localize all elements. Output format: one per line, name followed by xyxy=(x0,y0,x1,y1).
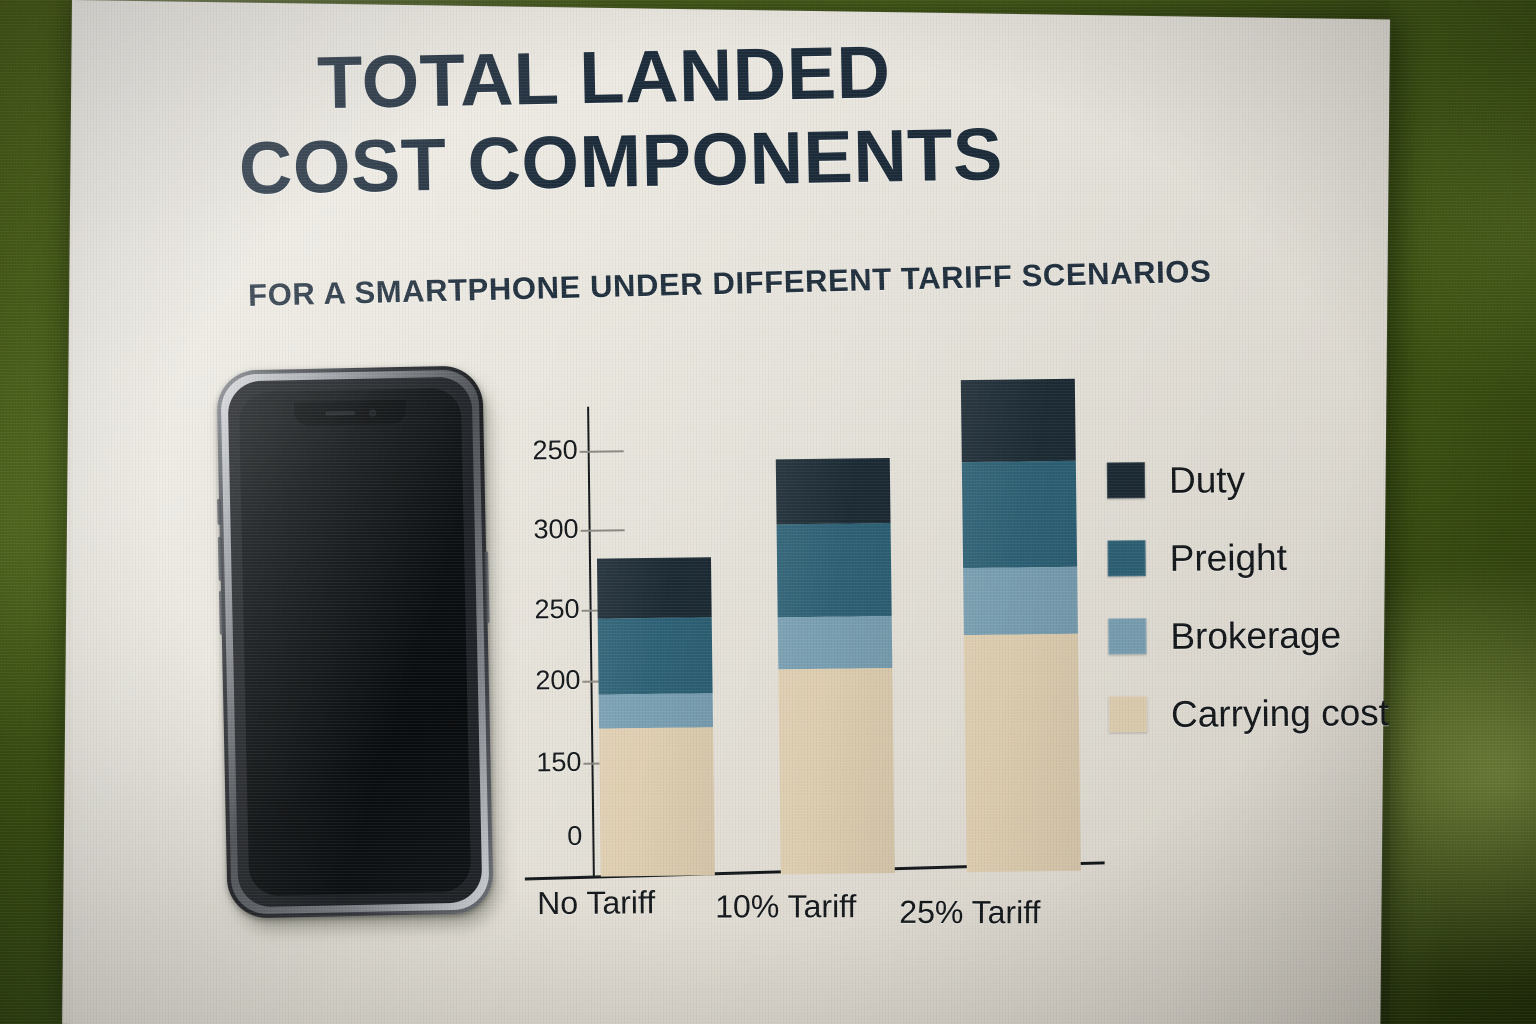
bar-segment-freight xyxy=(961,460,1078,569)
bar-segment-duty xyxy=(960,378,1076,463)
y-tick-label: 250 xyxy=(534,593,580,625)
bar-segment-carrying-cost xyxy=(599,727,715,877)
x-axis-labels: No Tariff 10% Tariff 25% Tariff xyxy=(515,878,1116,945)
phone-volume-up-button xyxy=(217,536,223,581)
phone-metal-rim xyxy=(220,369,490,915)
legend-swatch-carrying-cost xyxy=(1108,696,1148,733)
legend-item-duty[interactable]: Duty xyxy=(1106,439,1438,520)
legend-swatch-brokerage xyxy=(1108,618,1147,655)
poster-card-content: TOTAL LANDED COST COMPONENTS FOR A SMART… xyxy=(72,0,1390,1024)
bar-segment-brokerage xyxy=(963,566,1078,636)
phone-body xyxy=(216,365,494,919)
phone-screen xyxy=(238,387,472,897)
legend-label-brokerage: Brokerage xyxy=(1170,613,1342,657)
legend-item-brokerage[interactable]: Brokerage xyxy=(1108,595,1439,676)
bar-plot-area xyxy=(589,378,1115,877)
x-tick-label-10-tariff: 10% Tariff xyxy=(715,888,857,925)
bar-10-percent-tariff[interactable] xyxy=(775,458,895,875)
phone-bezel xyxy=(227,376,483,908)
bar-segment-brokerage xyxy=(777,616,893,670)
front-camera-icon xyxy=(368,409,376,417)
y-tick-label: 200 xyxy=(535,664,581,696)
y-tick-group-0: 250 xyxy=(499,435,577,466)
legend-swatch-freight xyxy=(1107,540,1146,577)
bar-no-tariff[interactable] xyxy=(596,557,715,877)
bar-segment-freight xyxy=(776,523,892,618)
legend-item-carrying-cost[interactable]: Carrying cost xyxy=(1108,673,1440,754)
bar-segment-duty xyxy=(775,458,891,525)
phone-silent-switch xyxy=(216,498,222,525)
legend-label-carrying-cost: Carrying cost xyxy=(1170,691,1390,735)
x-tick-label-no-tariff: No Tariff xyxy=(537,884,656,922)
page-title: TOTAL LANDED COST COMPONENTS xyxy=(238,22,1301,210)
y-tick-group-2: 250 xyxy=(501,594,579,625)
bar-segment-brokerage xyxy=(598,693,714,729)
y-tick-label: 150 xyxy=(536,746,582,778)
legend-item-freight[interactable]: Preight xyxy=(1107,517,1438,598)
earpiece-speaker-icon xyxy=(324,410,355,416)
page-subtitle: FOR A SMARTPHONE UNDER DIFFERENT TARIFF … xyxy=(247,253,1212,313)
bar-25-percent-tariff[interactable] xyxy=(960,378,1081,873)
y-tick-label: 0 xyxy=(567,820,583,852)
legend-label-duty: Duty xyxy=(1168,458,1246,501)
y-tick-group-4: 150 xyxy=(503,747,581,778)
smartphone-photo xyxy=(216,365,498,929)
y-tick-group-5: 0 xyxy=(504,821,582,851)
bar-segment-duty xyxy=(596,557,712,619)
poster-card: TOTAL LANDED COST COMPONENTS FOR A SMART… xyxy=(62,0,1390,1024)
bar-segment-carrying-cost xyxy=(778,668,895,875)
x-tick-label-25-tariff: 25% Tariff xyxy=(899,893,1041,931)
legend-swatch-duty xyxy=(1106,462,1146,499)
phone-volume-down-button xyxy=(218,590,224,635)
stacked-bar-chart: 250 300 250 200 150 xyxy=(499,378,1125,930)
y-tick-group-3: 200 xyxy=(502,665,580,696)
legend-label-freight: Preight xyxy=(1169,536,1288,579)
chart-legend: Duty Preight Brokerage Carrying cost xyxy=(1106,439,1440,754)
bar-segment-freight xyxy=(597,617,713,695)
y-tick-group-1: 300 xyxy=(500,514,578,545)
y-tick-label: 300 xyxy=(533,513,579,545)
y-tick-label: 250 xyxy=(532,434,578,466)
phone-notch xyxy=(293,399,407,427)
bar-segment-carrying-cost xyxy=(963,633,1081,873)
